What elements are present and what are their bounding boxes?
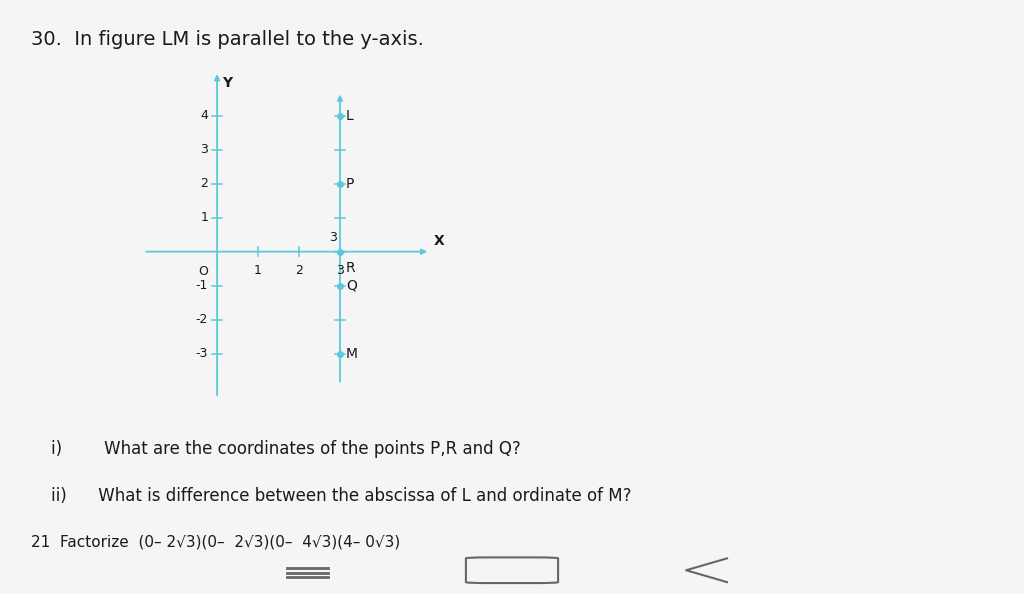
Text: Y: Y	[222, 77, 232, 90]
Text: 1: 1	[201, 211, 208, 224]
Text: 30.  In figure LM is parallel to the y-axis.: 30. In figure LM is parallel to the y-ax…	[31, 30, 424, 49]
Text: X: X	[433, 233, 444, 248]
Text: -3: -3	[196, 347, 208, 360]
Text: L: L	[346, 109, 354, 122]
Text: i)        What are the coordinates of the points P,R and Q?: i) What are the coordinates of the point…	[51, 440, 521, 457]
Text: ii)      What is difference between the abscissa of L and ordinate of M?: ii) What is difference between the absci…	[51, 487, 632, 505]
Text: P: P	[346, 176, 354, 191]
Text: O: O	[199, 264, 208, 277]
Text: 2: 2	[295, 264, 303, 277]
Text: M: M	[346, 347, 358, 361]
Text: 3: 3	[329, 231, 337, 244]
Text: Q: Q	[346, 279, 357, 293]
Text: 1: 1	[254, 264, 262, 277]
Text: -2: -2	[196, 313, 208, 326]
Text: 4: 4	[201, 109, 208, 122]
Text: 21  Factorize  (0– 2√3)(0–  2√3)(0–  4√3)(4– 0√3): 21 Factorize (0– 2√3)(0– 2√3)(0– 4√3)(4–…	[31, 535, 400, 549]
Text: -1: -1	[196, 279, 208, 292]
Text: R: R	[346, 261, 355, 275]
Text: 2: 2	[201, 177, 208, 190]
Text: 3: 3	[336, 264, 344, 277]
Text: 3: 3	[201, 143, 208, 156]
